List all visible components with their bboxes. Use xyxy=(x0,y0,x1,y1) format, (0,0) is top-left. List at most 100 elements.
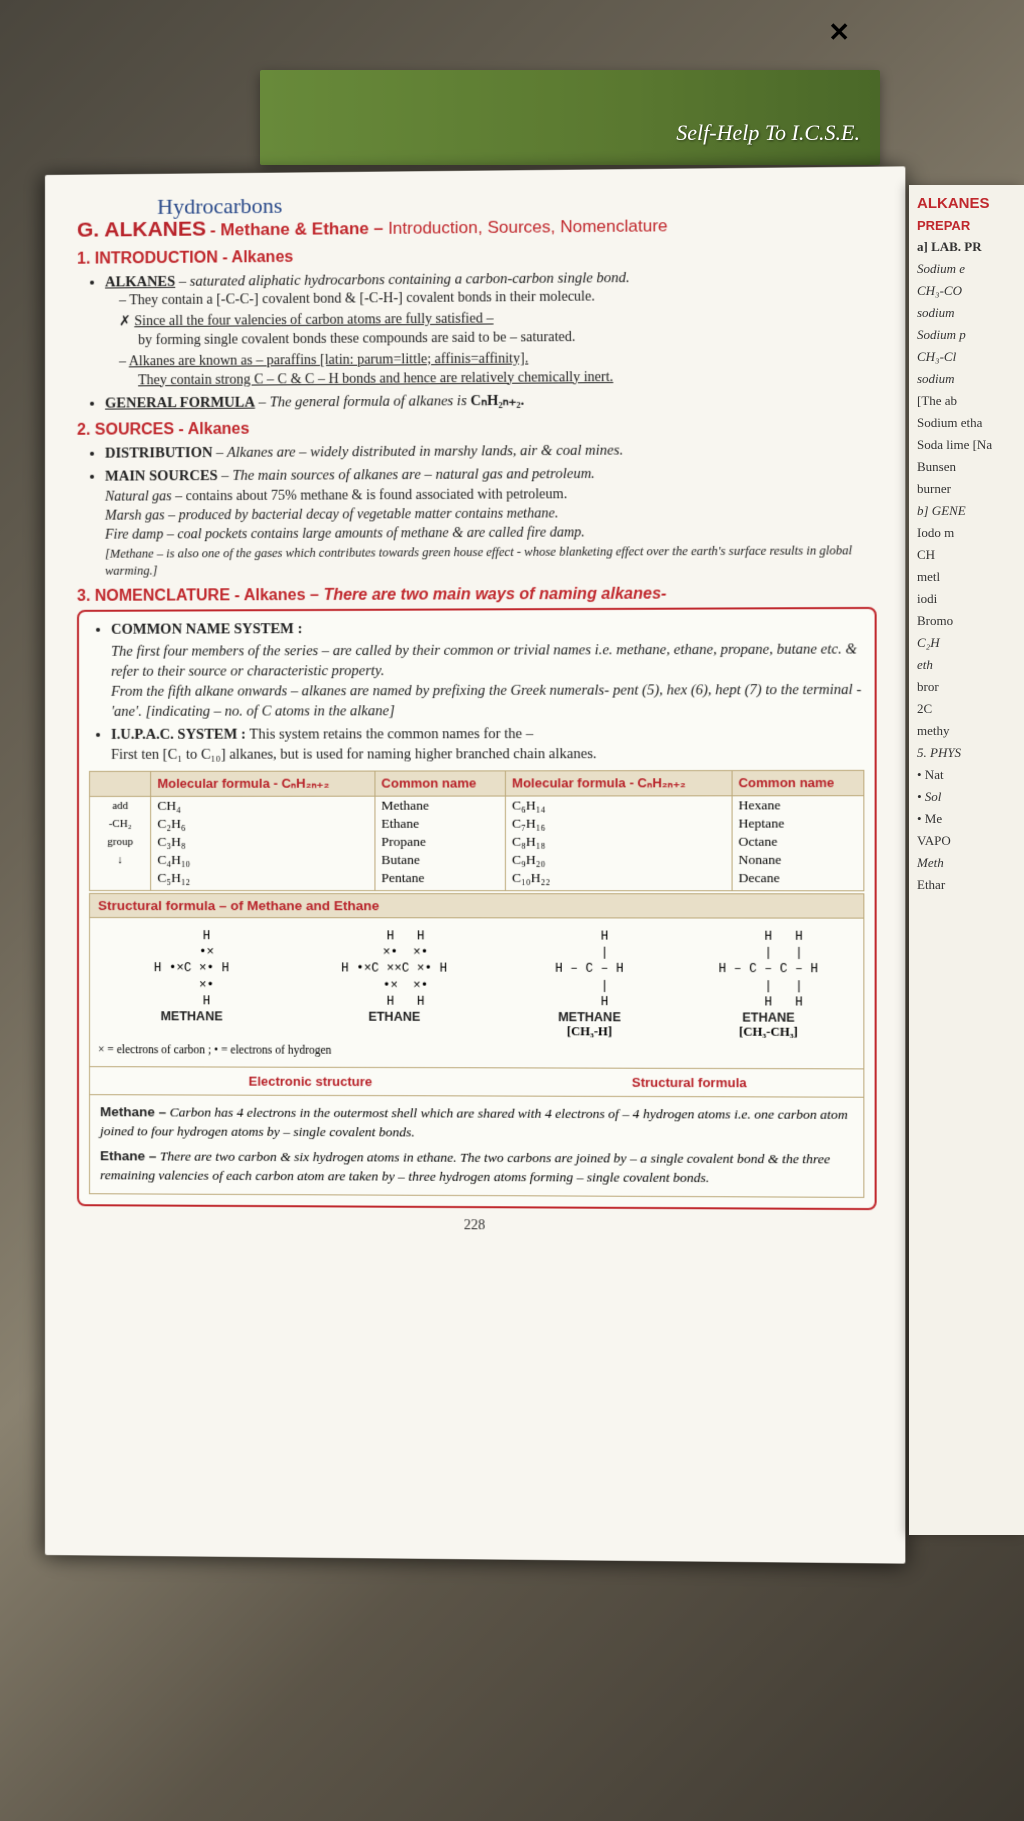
table-side: -CH₂ xyxy=(90,815,151,833)
src-lead: MAIN SOURCES xyxy=(105,468,218,485)
table-cell: C₅H₁₂ xyxy=(151,869,375,891)
edge-fragment: • Nat xyxy=(917,767,1020,783)
molecular-formula-table: Molecular formula - CₙH₂ₙ₊₂ Common name … xyxy=(89,770,864,891)
section-2-list: DISTRIBUTION – Alkanes are – widely dist… xyxy=(77,439,877,579)
edge-fragment: C₂H xyxy=(917,635,1020,651)
edge-fragment: CH xyxy=(917,547,1020,563)
table-cell: C₈H₁₈ xyxy=(505,833,731,851)
table-cell: C₄H₁₀ xyxy=(151,851,375,869)
series-title: Self-Help To I.C.S.E. xyxy=(676,120,860,146)
edge-fragment: Meth xyxy=(917,855,1020,871)
th4: Common name xyxy=(732,770,864,795)
edge-fragment: CH₃-CO xyxy=(917,283,1020,299)
desc-ethane-lead: Ethane – xyxy=(100,1148,156,1163)
common-a: The first four members of the series – a… xyxy=(111,639,864,681)
table-cell: C₂H₆ xyxy=(151,815,375,833)
common-b: From the fifth alkane onwards – alkanes … xyxy=(111,680,864,722)
edge-fragment: eth xyxy=(917,657,1020,673)
table-side: add xyxy=(90,796,151,815)
methane-structural: H | H – C – H | H xyxy=(503,928,675,1010)
edge-fragment: • Sol xyxy=(917,789,1020,805)
struct-body: H •× H •×C ×• H ×• H METHANE H H ×• ×• H… xyxy=(89,918,864,1070)
edge-fragment: iodi xyxy=(917,591,1020,607)
s3-head-b: There are two main ways of naming alkane… xyxy=(323,585,666,603)
edge-fragment: CH₃-Cl xyxy=(917,349,1020,365)
table-side xyxy=(90,869,151,891)
table-cell: CH₄ xyxy=(151,796,375,815)
edge-fragment: 5. PHYS xyxy=(917,745,1020,761)
meth-a: [Methane xyxy=(105,547,154,561)
edge-fragment: b] GENE xyxy=(917,503,1020,519)
m3-formula: [CH₃-H] xyxy=(503,1024,675,1040)
meth-b: – is also one of the gases which contrib… xyxy=(105,543,852,577)
s3-head-a: 3. NOMENCLATURE - Alkanes – xyxy=(77,587,323,605)
desc-methane: Carbon has 4 electrons in the outermost … xyxy=(100,1105,848,1140)
section-2-head: 2. SOURCES - Alkanes xyxy=(77,417,877,440)
edge-fragment: Bromo xyxy=(917,613,1020,629)
desc-methane-lead: Methane – xyxy=(100,1104,166,1119)
edge-fragment: methy xyxy=(917,723,1020,739)
edge-fragment: sodium xyxy=(917,371,1020,387)
dist-rest: – Alkanes are – widely distributed in ma… xyxy=(216,443,623,462)
fire-b: – coal pockets contains large amounts of… xyxy=(163,526,584,543)
title-suffix: Introduction, Sources, Nomenclature xyxy=(388,216,668,238)
dist-lead: DISTRIBUTION xyxy=(105,445,212,462)
edge-fragment: Iodo m xyxy=(917,525,1020,541)
edge-fragment: sodium xyxy=(917,305,1020,321)
page-number: 228 xyxy=(77,1216,877,1236)
iupac-a: This system retains the common names for… xyxy=(249,726,533,743)
table-cell: Decane xyxy=(732,869,864,891)
marsh-b: – produced by bacterial decay of vegetab… xyxy=(165,507,559,524)
section-1-head: 1. INTRODUCTION - Alkanes xyxy=(77,244,877,269)
methane-electronic: H •× H •×C ×• H ×• H xyxy=(98,928,285,1010)
alkanes-rest: – saturated aliphatic hydrocarbons conta… xyxy=(179,270,630,290)
table-cell: C₉H₂₀ xyxy=(505,851,731,869)
ethane-electronic: H H ×• ×• H •×C ××C ×• H •× ×• H H xyxy=(292,928,498,1010)
table-cell: Ethane xyxy=(375,815,506,833)
s1-d2a: Since all the four valencies of carbon a… xyxy=(134,311,493,329)
section-3-head: 3. NOMENCLATURE - Alkanes – There are tw… xyxy=(77,585,877,606)
edge-fragment: bror xyxy=(917,679,1020,695)
desc-ethane: There are two carbon & six hydrogen atom… xyxy=(100,1148,830,1184)
m4-formula: [CH₃-CH₃] xyxy=(682,1025,855,1041)
natgas-b: – contains about 75% methane & is found … xyxy=(172,488,567,505)
table-cell: Methane xyxy=(375,796,506,815)
table-side: group xyxy=(90,833,151,851)
s1-d3a: Alkanes are known as – paraffins [latin:… xyxy=(129,351,529,369)
s1-d1: They contain a [-C-C-] covalent bond & [… xyxy=(129,289,595,308)
edge-fragment: 2C xyxy=(917,701,1020,717)
m1-name: METHANE xyxy=(98,1009,285,1023)
struct-legend: × = electrons of carbon ; • = electrons … xyxy=(98,1044,497,1057)
m2-name: ETHANE xyxy=(292,1010,498,1025)
marsh-a: Marsh gas xyxy=(105,509,165,524)
s1-d3b: They contain strong C – C & C – H bonds … xyxy=(138,369,613,387)
title-mid: - Methane & Ethane – xyxy=(210,219,388,240)
edge-fragment: burner xyxy=(917,481,1020,497)
genformula-lead: GENERAL FORMULA xyxy=(105,395,255,412)
edge-fragment: [The ab xyxy=(917,393,1020,409)
edge-fragment: Soda lime [Na xyxy=(917,437,1020,453)
genformula: CₙH₂ₙ₊₂. xyxy=(470,393,524,409)
edge-t1: ALKANES xyxy=(917,195,1020,212)
section-1-list: ALKANES – saturated aliphatic hydrocarbo… xyxy=(77,266,877,414)
th1: Molecular formula - CₙH₂ₙ₊₂ xyxy=(151,771,375,796)
table-side: ↓ xyxy=(90,851,151,869)
ethane-structural: H H | | H – C – C – H | | H H xyxy=(682,928,855,1010)
src-rest: – The main sources of alkanes are – natu… xyxy=(221,466,595,484)
table-cell: Pentane xyxy=(375,869,506,891)
edge-fragment: Sodium e xyxy=(917,261,1020,277)
table-cell: Heptane xyxy=(732,814,864,832)
s1-d2b: by forming single covalent bonds these c… xyxy=(138,330,575,348)
description-box: Methane – Carbon has 4 electrons in the … xyxy=(89,1095,864,1197)
edge-fragment: Ethar xyxy=(917,877,1020,893)
table-cell: Butane xyxy=(375,851,506,869)
common-lead: COMMON NAME SYSTEM : xyxy=(111,621,302,638)
edge-t2: PREPAR xyxy=(917,218,1020,233)
iupac-b: First ten [C₁ to C₁₀] alkanes, but is us… xyxy=(111,743,864,764)
nomenclature-box: COMMON NAME SYSTEM : The first four memb… xyxy=(77,607,877,1210)
table-cell: Propane xyxy=(375,833,506,851)
table-cell: Nonane xyxy=(732,851,864,869)
foot-electronic: Electronic structure xyxy=(98,1073,524,1089)
edge-fragment: • Me xyxy=(917,811,1020,827)
m3-name: METHANE xyxy=(503,1010,675,1024)
